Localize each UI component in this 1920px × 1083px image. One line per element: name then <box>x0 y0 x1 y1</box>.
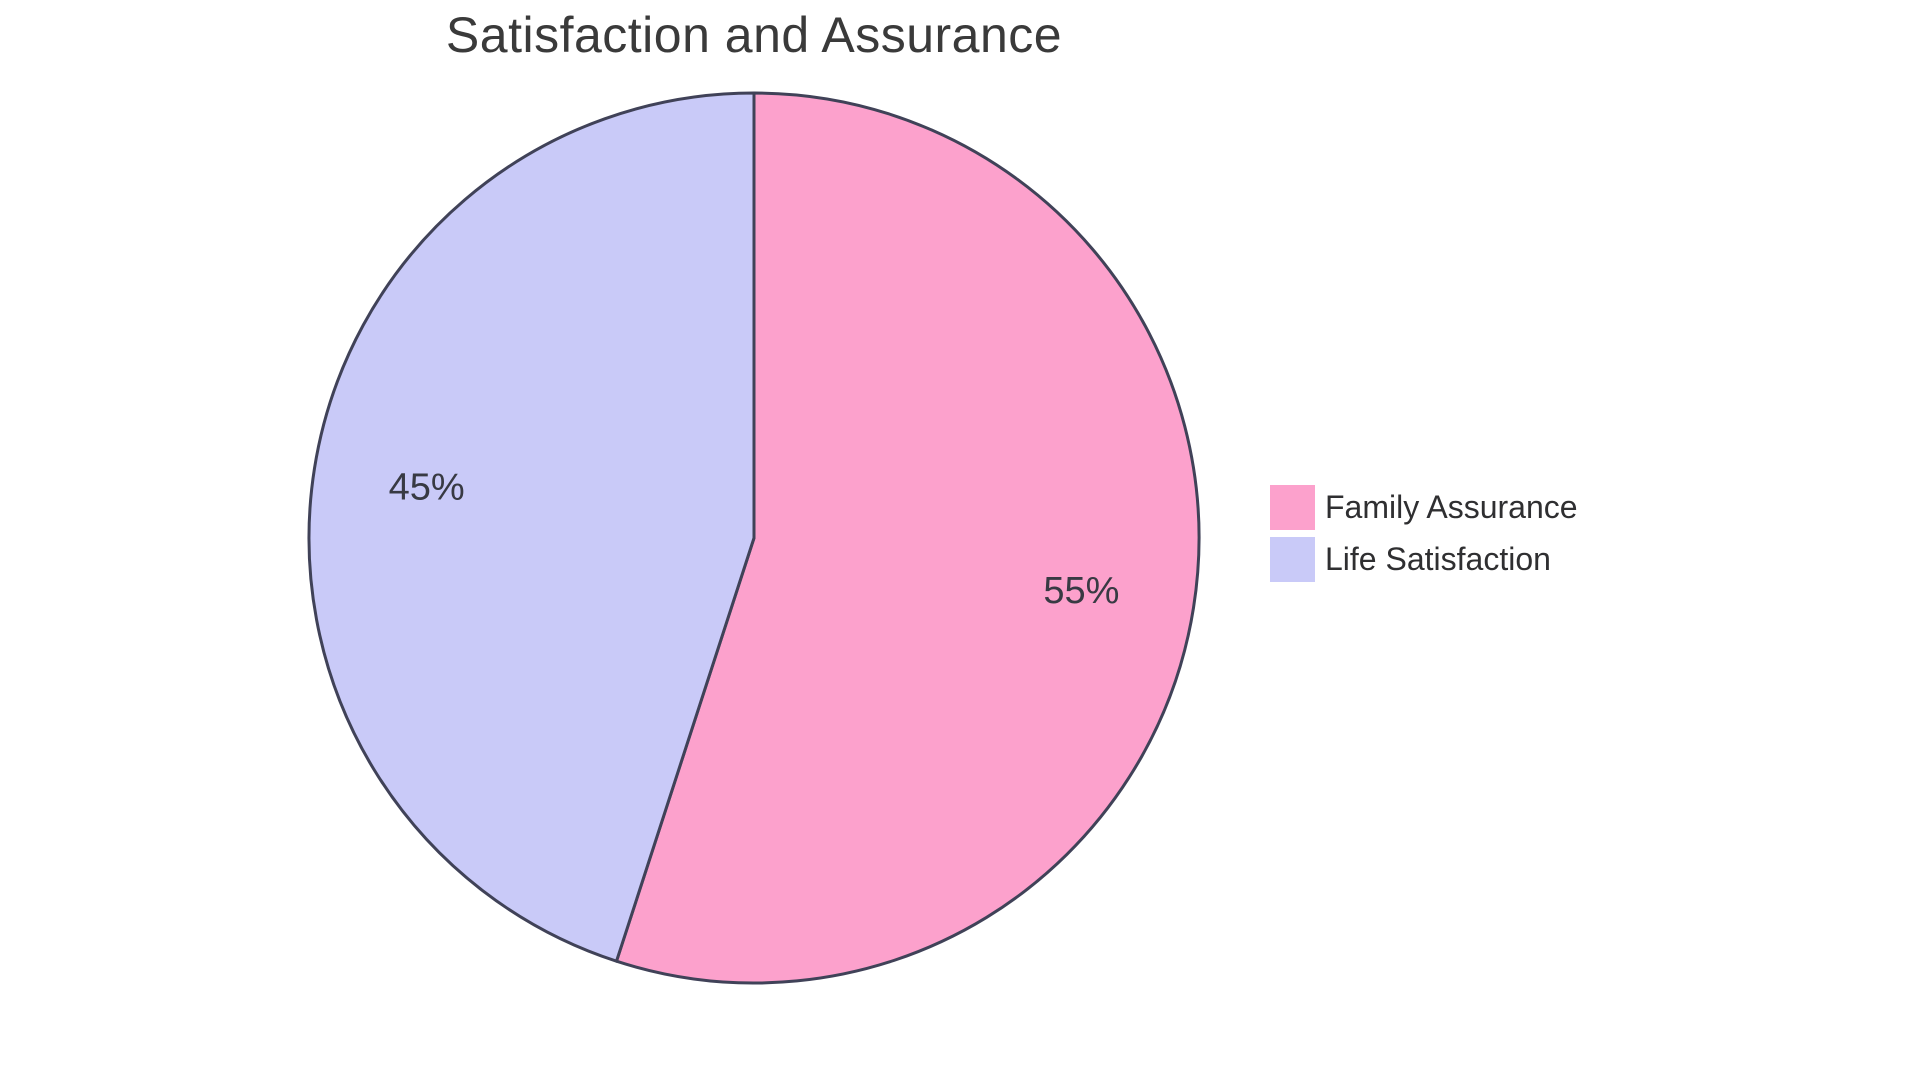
slice-label-life-satisfaction: 45% <box>389 466 465 508</box>
legend-swatch-life-satisfaction <box>1270 537 1315 582</box>
legend-label-family-assurance: Family Assurance <box>1325 489 1578 525</box>
legend-item-family-assurance[interactable]: Family Assurance <box>1270 485 1578 530</box>
legend-item-life-satisfaction[interactable]: Life Satisfaction <box>1270 537 1578 582</box>
chart-title: Satisfaction and Assurance <box>445 7 1063 63</box>
legend-swatch-family-assurance <box>1270 485 1315 530</box>
pie-slice-family-assurance[interactable] <box>614 91 1201 985</box>
pie-slice-life-satisfaction[interactable] <box>307 91 756 963</box>
legend-label-life-satisfaction: Life Satisfaction <box>1325 541 1551 577</box>
legend: Family Assurance Life Satisfaction <box>1270 485 1578 582</box>
slice-label-family-assurance: 55% <box>1043 570 1119 612</box>
